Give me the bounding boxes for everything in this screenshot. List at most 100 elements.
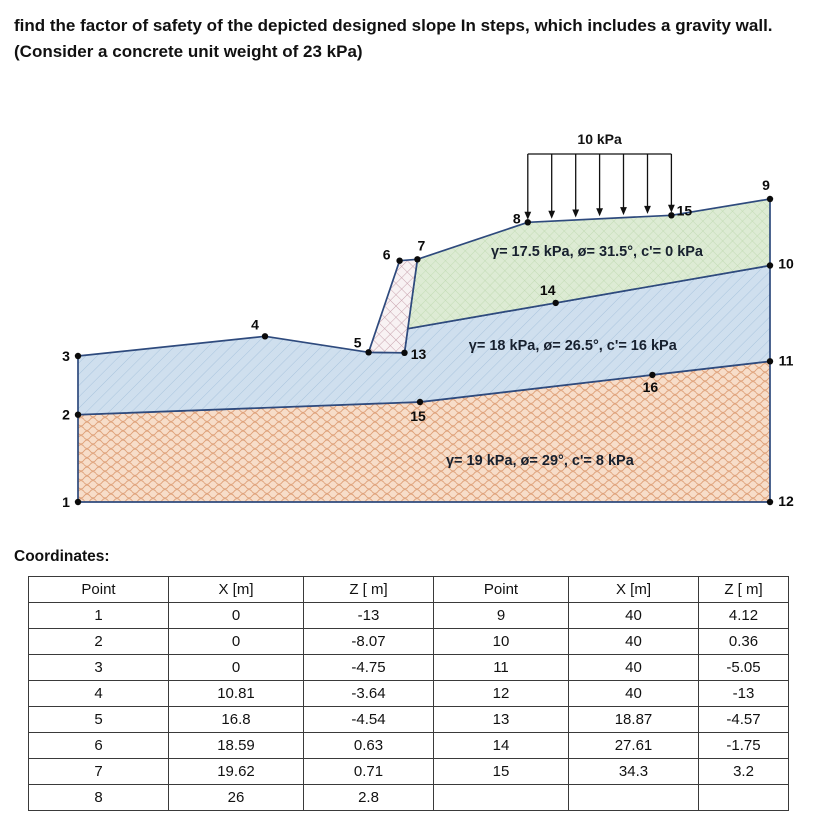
table-cell: 0.71 <box>303 758 434 785</box>
point-label-15: 15 <box>677 202 693 218</box>
table-row: 1 0 -13 9 40 4.12 <box>28 602 789 629</box>
soil-properties-label-2: γ= 18 kPa, ø= 26.5°, c'= 16 kPa <box>469 338 678 354</box>
coordinates-title: Coordinates: <box>14 548 110 565</box>
point-label-4: 4 <box>251 316 259 332</box>
table-cell: -1.75 <box>698 732 789 759</box>
table-cell: -8.07 <box>303 628 434 655</box>
point-label-15: 15 <box>410 408 426 424</box>
load-arrowhead <box>668 204 675 213</box>
table-cell: 2 <box>28 628 169 655</box>
table-cell: 10.81 <box>168 680 304 707</box>
point-marker-6 <box>396 257 403 264</box>
point-label-12: 12 <box>778 493 794 509</box>
table-cell: 6 <box>28 732 169 759</box>
table-cell: 4 <box>28 680 169 707</box>
table-cell: -13 <box>303 602 434 629</box>
load-arrowhead <box>548 210 556 219</box>
table-cell: -4.75 <box>303 654 434 681</box>
point-label-7: 7 <box>418 237 426 253</box>
table-cell: 19.62 <box>168 758 304 785</box>
table-cell: 34.3 <box>568 758 699 785</box>
soil-properties-label-1: γ= 17.5 kPa, ø= 31.5°, c'= 0 kPa <box>491 244 704 260</box>
point-marker-1 <box>74 498 82 506</box>
table-cell: 40 <box>568 680 699 707</box>
point-marker-2 <box>74 411 82 418</box>
soil-properties-label-3: γ= 19 kPa, ø= 29°, c'= 8 kPa <box>446 453 635 469</box>
column-header: X [m] <box>168 576 304 603</box>
point-marker-10 <box>766 262 774 269</box>
table-cell: 0.36 <box>698 628 789 655</box>
coordinates-table: Point X [m] Z [ m] Point X [m] Z [ m] 1 0 -13 9 4… <box>28 576 789 811</box>
point-marker-4 <box>261 333 269 340</box>
table-cell: 16.8 <box>168 706 304 733</box>
point-label-9: 9 <box>762 177 770 193</box>
column-header: Z [ m] <box>698 576 789 603</box>
table-cell: 14 <box>433 732 569 759</box>
load-arrowhead <box>644 205 651 214</box>
point-marker-15 <box>416 398 424 406</box>
table-cell: 4.12 <box>698 602 789 629</box>
table-cell: 18.87 <box>568 706 699 733</box>
table-cell: 15 <box>433 758 569 785</box>
point-label-13: 13 <box>411 346 427 362</box>
table-cell: 5 <box>28 706 169 733</box>
table-cell <box>698 784 789 811</box>
table-cell: 18.59 <box>168 732 304 759</box>
point-marker-3 <box>74 352 82 360</box>
point-marker-13 <box>401 349 408 356</box>
table-cell: -4.54 <box>303 706 434 733</box>
load-arrowhead <box>524 211 532 220</box>
table-cell: 1 <box>28 602 169 629</box>
point-label-16: 16 <box>643 379 659 395</box>
table-cell: 0 <box>168 654 304 681</box>
worksheet: find the factor of safety of the depicte… <box>14 16 794 811</box>
point-label-8: 8 <box>513 210 521 226</box>
table-cell: 0 <box>168 628 304 655</box>
point-label-5: 5 <box>354 334 362 350</box>
column-header: X [m] <box>568 576 699 603</box>
table-cell <box>433 784 569 811</box>
load-label: 10 kPa <box>577 131 622 147</box>
coordinates-table-header-row: Point X [m] Z [ m] Point X [m] Z [ m] <box>28 576 789 603</box>
table-cell: -4.57 <box>698 706 789 733</box>
table-cell: -3.64 <box>303 680 434 707</box>
table-cell: 7 <box>28 758 169 785</box>
point-label-6: 6 <box>383 247 391 263</box>
table-cell: 10 <box>433 628 569 655</box>
table-cell: 0.63 <box>303 732 434 759</box>
point-label-10: 10 <box>778 256 794 272</box>
table-row: 8 26 2.8 <box>28 784 789 811</box>
point-marker-9 <box>766 195 774 203</box>
load-arrowhead <box>596 208 603 217</box>
table-cell: 40 <box>568 654 699 681</box>
point-marker-8 <box>524 219 531 226</box>
column-header: Z [ m] <box>303 576 434 603</box>
point-marker-7 <box>414 256 421 263</box>
point-label-3: 3 <box>62 348 70 364</box>
coordinates-table-body: 1 0 -13 9 40 4.12 2 0 -8.07 10 40 0.36 3 0 -4.75 11 40 -5… <box>28 602 789 811</box>
table-cell: 8 <box>28 784 169 811</box>
point-marker-14 <box>552 299 559 307</box>
diagram-content: 10 kPa γ= 17.5 kPa, ø= 31.5°, c'= 0 kPa γ=… <box>62 131 794 510</box>
column-header: Point <box>28 576 169 603</box>
point-marker-12 <box>766 498 774 506</box>
table-cell: -5.05 <box>698 654 789 681</box>
point-marker-11 <box>766 358 774 365</box>
table-cell: 0 <box>168 602 304 629</box>
question-text: find the factor of safety of the depicte… <box>14 16 773 61</box>
region-upper-soil <box>406 198 771 330</box>
table-row: 3 0 -4.75 11 40 -5.05 <box>28 654 789 681</box>
slope-diagram: 10 kPa γ= 17.5 kPa, ø= 31.5°, c'= 0 kPa γ=… <box>62 131 794 510</box>
table-row: 7 19.62 0.71 15 34.3 3.2 <box>28 758 789 785</box>
table-cell: 40 <box>568 628 699 655</box>
table-cell: 13 <box>433 706 569 733</box>
table-cell: 40 <box>568 602 699 629</box>
table-cell: 3 <box>28 654 169 681</box>
table-cell: 27.61 <box>568 732 699 759</box>
table-row: 5 16.8 -4.54 13 18.87 -4.57 <box>28 706 789 733</box>
table-cell: 12 <box>433 680 569 707</box>
load-arrowhead <box>572 209 580 218</box>
table-cell: 26 <box>168 784 304 811</box>
table-cell: 9 <box>433 602 569 629</box>
table-row: 4 10.81 -3.64 12 40 -13 <box>28 680 789 707</box>
